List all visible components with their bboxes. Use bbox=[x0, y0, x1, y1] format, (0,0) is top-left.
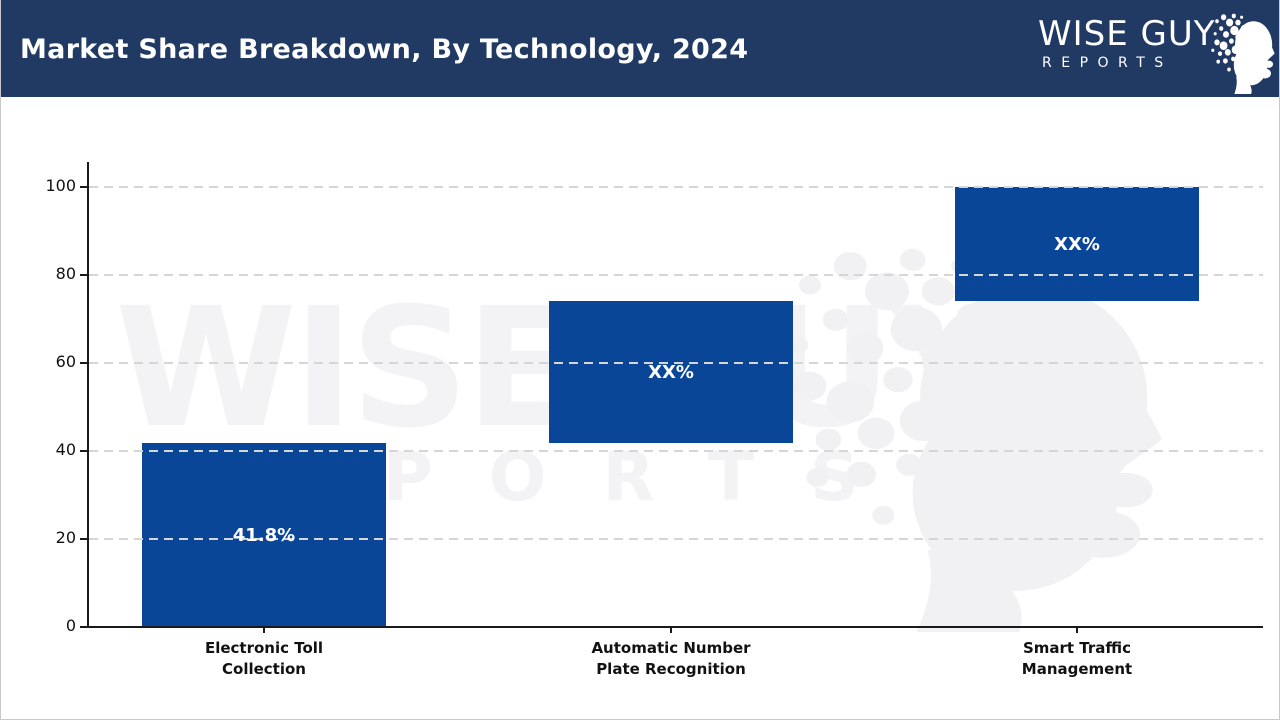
x-category-label-automatic-number-plate-recognition: Automatic Number Plate Recognition bbox=[531, 638, 811, 680]
bar-smart-traffic-management: XX% bbox=[955, 187, 1199, 301]
gridline-20 bbox=[89, 538, 1263, 540]
gridline-40 bbox=[89, 450, 1263, 452]
header-bar: Market Share Breakdown, By Technology, 2… bbox=[0, 0, 1280, 97]
bar-value-label: XX% bbox=[1054, 233, 1100, 255]
category-line: Electronic Toll bbox=[204, 639, 324, 657]
x-tick bbox=[1076, 628, 1078, 633]
y-tick-label: 40 bbox=[55, 440, 76, 459]
logo-face-icon bbox=[1211, 13, 1275, 94]
gridline-100 bbox=[89, 186, 1263, 188]
y-tick bbox=[80, 538, 87, 540]
y-tick-label: 20 bbox=[55, 528, 76, 547]
bar-value-label: 41.8% bbox=[232, 524, 296, 546]
logo-subtitle: REPORTS bbox=[1042, 55, 1173, 71]
x-tick bbox=[263, 628, 265, 633]
y-tick bbox=[80, 274, 87, 276]
gridline-80 bbox=[89, 274, 1263, 276]
category-line: Automatic Number bbox=[591, 639, 751, 657]
y-tick-label: 0 bbox=[65, 616, 76, 635]
bar-electronic-toll-collection: 41.8% bbox=[142, 443, 386, 627]
category-line: Management bbox=[1021, 660, 1133, 678]
category-line: Collection bbox=[222, 660, 306, 678]
x-category-label-smart-traffic-management: Smart Traffic Management bbox=[937, 638, 1217, 680]
wise-guy-reports-logo: WISE GUY REPORTS bbox=[1038, 13, 1278, 94]
y-tick-label: 100 bbox=[45, 176, 76, 195]
x-axis-line bbox=[87, 626, 1263, 628]
y-tick bbox=[80, 450, 87, 452]
x-category-label-electronic-toll-collection: Electronic Toll Collection bbox=[124, 638, 404, 680]
y-tick bbox=[80, 626, 87, 628]
gridline-60 bbox=[89, 362, 1263, 364]
category-line: Plate Recognition bbox=[596, 660, 746, 678]
y-tick-label: 80 bbox=[55, 264, 76, 283]
category-line: Smart Traffic bbox=[1022, 639, 1132, 657]
x-tick bbox=[670, 628, 672, 633]
y-tick bbox=[80, 362, 87, 364]
y-tick bbox=[80, 186, 87, 188]
y-tick-label: 60 bbox=[55, 352, 76, 371]
bar-value-label: XX% bbox=[648, 361, 694, 383]
bar-automatic-number-plate-recognition: XX% bbox=[549, 301, 793, 443]
y-axis-line bbox=[87, 162, 89, 628]
page-title: Market Share Breakdown, By Technology, 2… bbox=[20, 34, 749, 65]
logo-wordmark: WISE GUY bbox=[1038, 14, 1216, 54]
